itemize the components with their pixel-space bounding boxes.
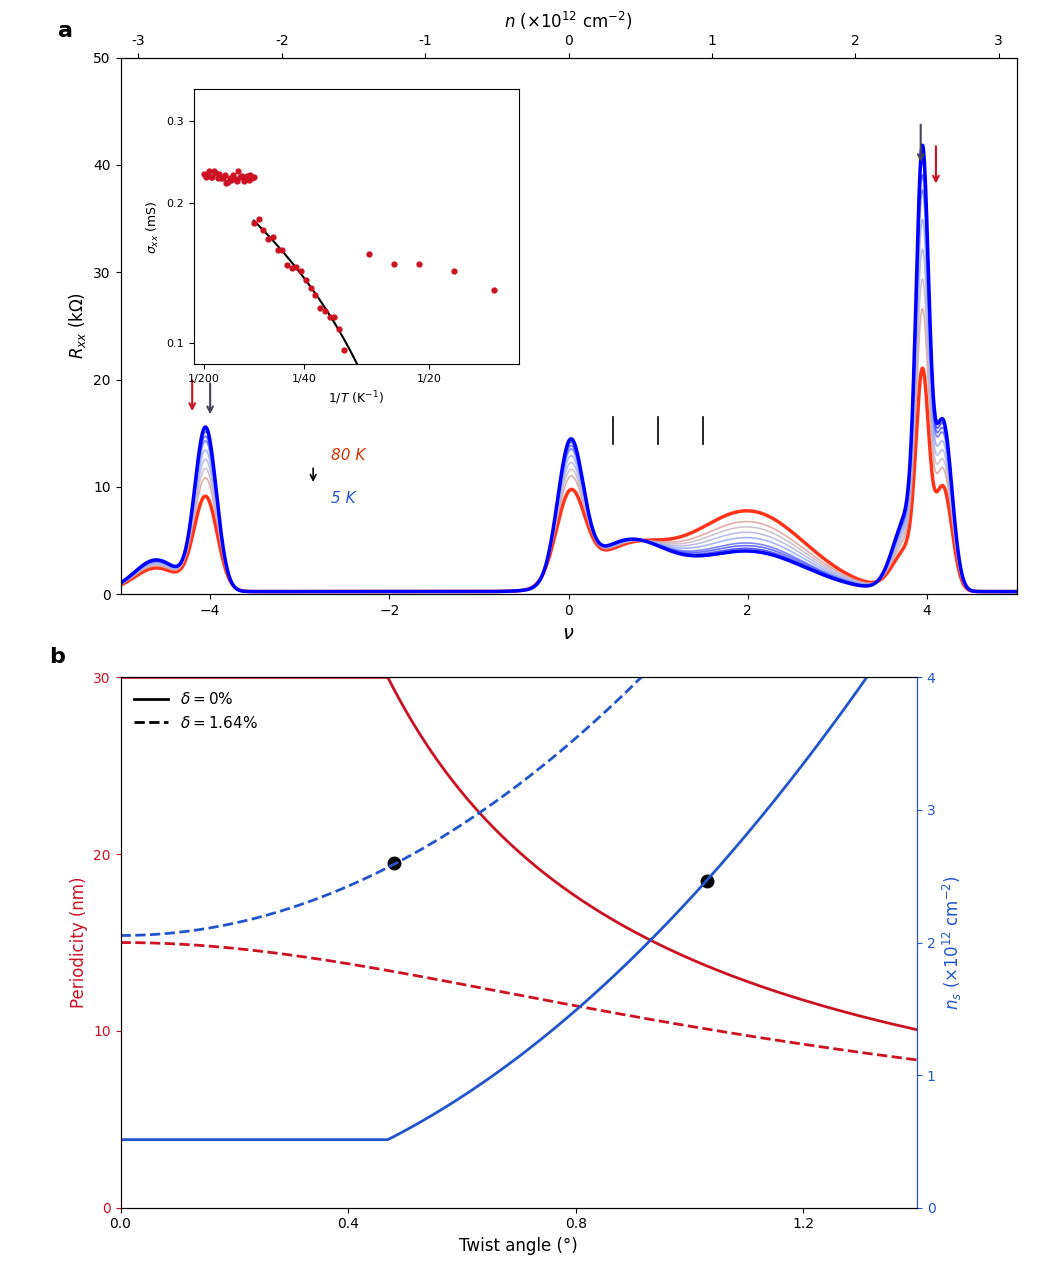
Text: a: a: [58, 22, 72, 41]
Y-axis label: $n_s$ ($\times10^{12}$ cm$^{-2}$): $n_s$ ($\times10^{12}$ cm$^{-2}$): [941, 875, 964, 1010]
Y-axis label: Periodicity (nm): Periodicity (nm): [69, 877, 88, 1008]
X-axis label: $1/T$ (K$^{-1}$): $1/T$ (K$^{-1}$): [328, 390, 385, 408]
X-axis label: Twist angle (°): Twist angle (°): [459, 1237, 578, 1255]
X-axis label: $\nu$: $\nu$: [563, 624, 574, 643]
Text: 5 K: 5 K: [331, 491, 355, 506]
Text: b: b: [49, 647, 65, 667]
Legend: $\delta = 0\%$, $\delta = 1.64\%$: $\delta = 0\%$, $\delta = 1.64\%$: [128, 685, 264, 737]
X-axis label: $n$ ($\times10^{12}$ cm$^{-2}$): $n$ ($\times10^{12}$ cm$^{-2}$): [504, 10, 633, 32]
Y-axis label: $R_{xx}$ (k$\Omega$): $R_{xx}$ (k$\Omega$): [67, 293, 88, 359]
Y-axis label: $\sigma_{xx}$ (mS): $\sigma_{xx}$ (mS): [145, 201, 160, 253]
Text: 80 K: 80 K: [331, 449, 366, 463]
